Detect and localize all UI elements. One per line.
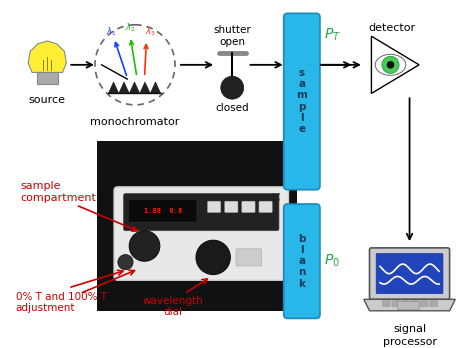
Text: b
l
a
n
k: b l a n k [298,234,306,288]
Polygon shape [28,41,66,72]
Polygon shape [97,141,297,311]
Polygon shape [372,36,419,93]
Polygon shape [37,72,58,84]
Polygon shape [119,82,129,93]
FancyBboxPatch shape [128,199,197,222]
FancyBboxPatch shape [411,301,419,307]
FancyBboxPatch shape [398,302,419,309]
FancyBboxPatch shape [284,13,320,190]
Text: $P_0$: $P_0$ [324,253,339,269]
Polygon shape [150,82,161,93]
Text: 1.88  0.8: 1.88 0.8 [144,208,182,214]
FancyBboxPatch shape [259,201,272,213]
Text: signal
processor: signal processor [383,324,437,347]
Text: shutter
open: shutter open [213,25,251,47]
Text: detector: detector [369,23,416,33]
Circle shape [387,61,394,69]
FancyBboxPatch shape [392,301,400,307]
FancyBboxPatch shape [225,201,238,213]
FancyBboxPatch shape [370,248,450,299]
FancyBboxPatch shape [401,301,409,307]
Text: $P_T$: $P_T$ [324,26,341,42]
Text: $\lambda_2$: $\lambda_2$ [126,22,136,34]
Text: s
a
m
p
l
e: s a m p l e [296,68,307,134]
Text: $\lambda_3$: $\lambda_3$ [145,25,155,38]
FancyBboxPatch shape [383,301,390,307]
Polygon shape [129,82,140,93]
Circle shape [118,254,133,270]
FancyBboxPatch shape [376,254,443,294]
Circle shape [221,76,244,99]
Text: sample
compartment: sample compartment [20,181,97,203]
Polygon shape [364,299,456,311]
Polygon shape [140,82,150,93]
FancyBboxPatch shape [430,301,438,307]
Text: monochromator: monochromator [91,117,180,127]
Ellipse shape [375,54,406,75]
Circle shape [129,231,160,261]
Polygon shape [108,82,119,93]
FancyBboxPatch shape [420,301,428,307]
Text: source: source [29,95,66,105]
Text: 0% T and 100% T
adjustment: 0% T and 100% T adjustment [16,292,107,313]
Text: closed: closed [215,103,249,113]
Text: $\lambda_1$: $\lambda_1$ [106,25,117,38]
FancyBboxPatch shape [242,201,255,213]
Circle shape [196,240,230,275]
FancyBboxPatch shape [114,187,289,280]
FancyBboxPatch shape [236,249,262,266]
FancyBboxPatch shape [284,204,320,318]
Text: wavelength
dial: wavelength dial [143,295,203,317]
Circle shape [382,56,399,73]
FancyBboxPatch shape [208,201,221,213]
FancyBboxPatch shape [124,193,279,231]
